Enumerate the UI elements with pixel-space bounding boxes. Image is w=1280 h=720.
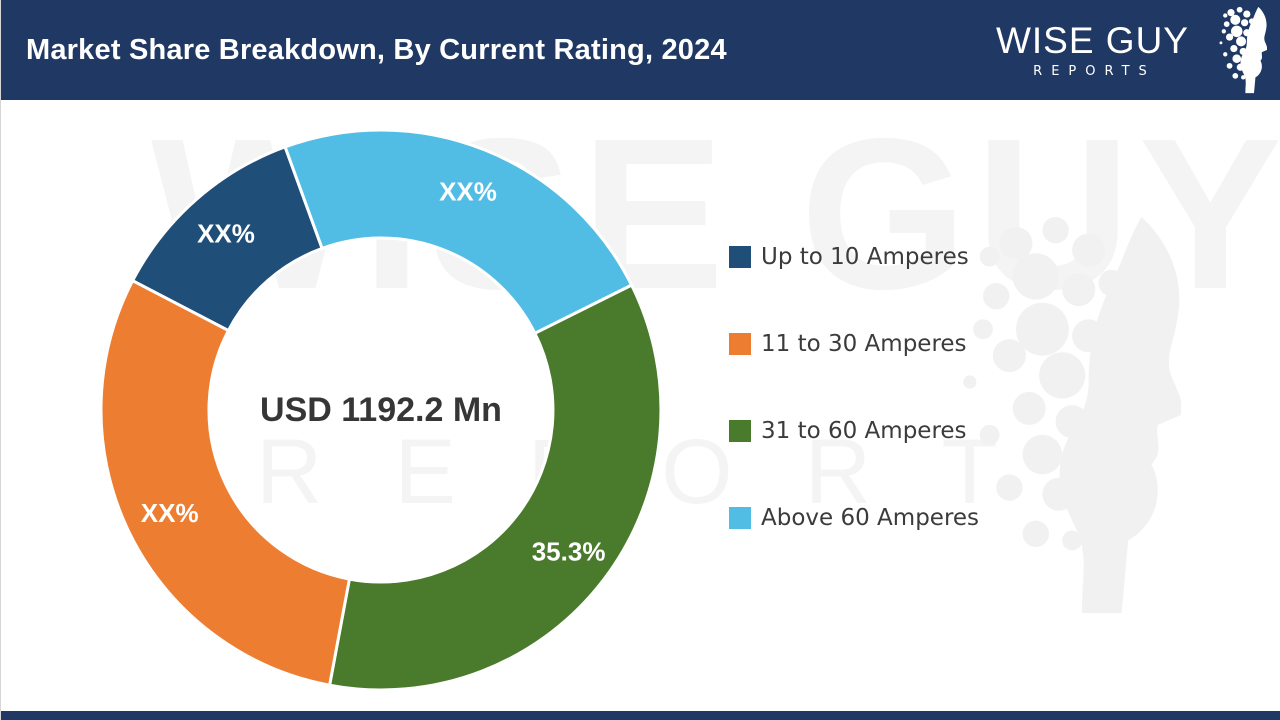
legend-item-above-60-amperes: Above 60 Amperes xyxy=(729,505,979,531)
legend-label: Above 60 Amperes xyxy=(761,505,980,531)
legend-swatch xyxy=(729,420,751,442)
slice-label: XX% xyxy=(439,177,497,207)
slice-label: XX% xyxy=(197,218,255,248)
watermark-head-icon xyxy=(963,217,1181,613)
wise-guy-reports-logo: WISE GUY REPORTS xyxy=(996,4,1267,96)
legend-swatch xyxy=(729,246,751,268)
donut-chart: XX% XX% 35.3% XX% xyxy=(99,128,663,692)
chart-legend: Up to 10 Amperes 11 to 30 Amperes 31 to 60… xyxy=(729,244,979,531)
legend-swatch xyxy=(729,333,751,355)
chart-area: WISE GUY REPORTS XX% XX% 35.3% XX% USD 1192… xyxy=(1,100,1280,711)
legend-label: Up to 10 Amperes xyxy=(761,244,969,270)
header: Market Share Breakdown, By Current Ratin… xyxy=(1,0,1280,100)
logo-text: WISE GUY REPORTS xyxy=(996,22,1189,78)
slice-label: 35.3% xyxy=(532,537,606,567)
logo-wordmark: WISE GUY xyxy=(995,20,1189,61)
legend-swatch xyxy=(729,507,751,529)
logo-subtitle: REPORTS xyxy=(1033,64,1156,79)
legend-label: 31 to 60 Amperes xyxy=(761,418,967,444)
donut-slice-above-60-amperes xyxy=(283,128,634,335)
page-title: Market Share Breakdown, By Current Ratin… xyxy=(26,33,727,66)
footer-bar xyxy=(1,711,1280,720)
legend-label: 11 to 30 Amperes xyxy=(761,331,967,357)
donut-slice-11-to-30-amperes xyxy=(99,279,351,687)
donut-slice-31-to-60-amperes xyxy=(328,283,663,692)
legend-item-31-to-60-amperes: 31 to 60 Amperes xyxy=(729,418,979,444)
slice-label: XX% xyxy=(141,498,199,528)
logo-head-dots-icon xyxy=(1219,6,1267,94)
legend-item-11-to-30-amperes: 11 to 30 Amperes xyxy=(729,331,979,357)
legend-item-up-to-10-amperes: Up to 10 Amperes xyxy=(729,244,979,270)
